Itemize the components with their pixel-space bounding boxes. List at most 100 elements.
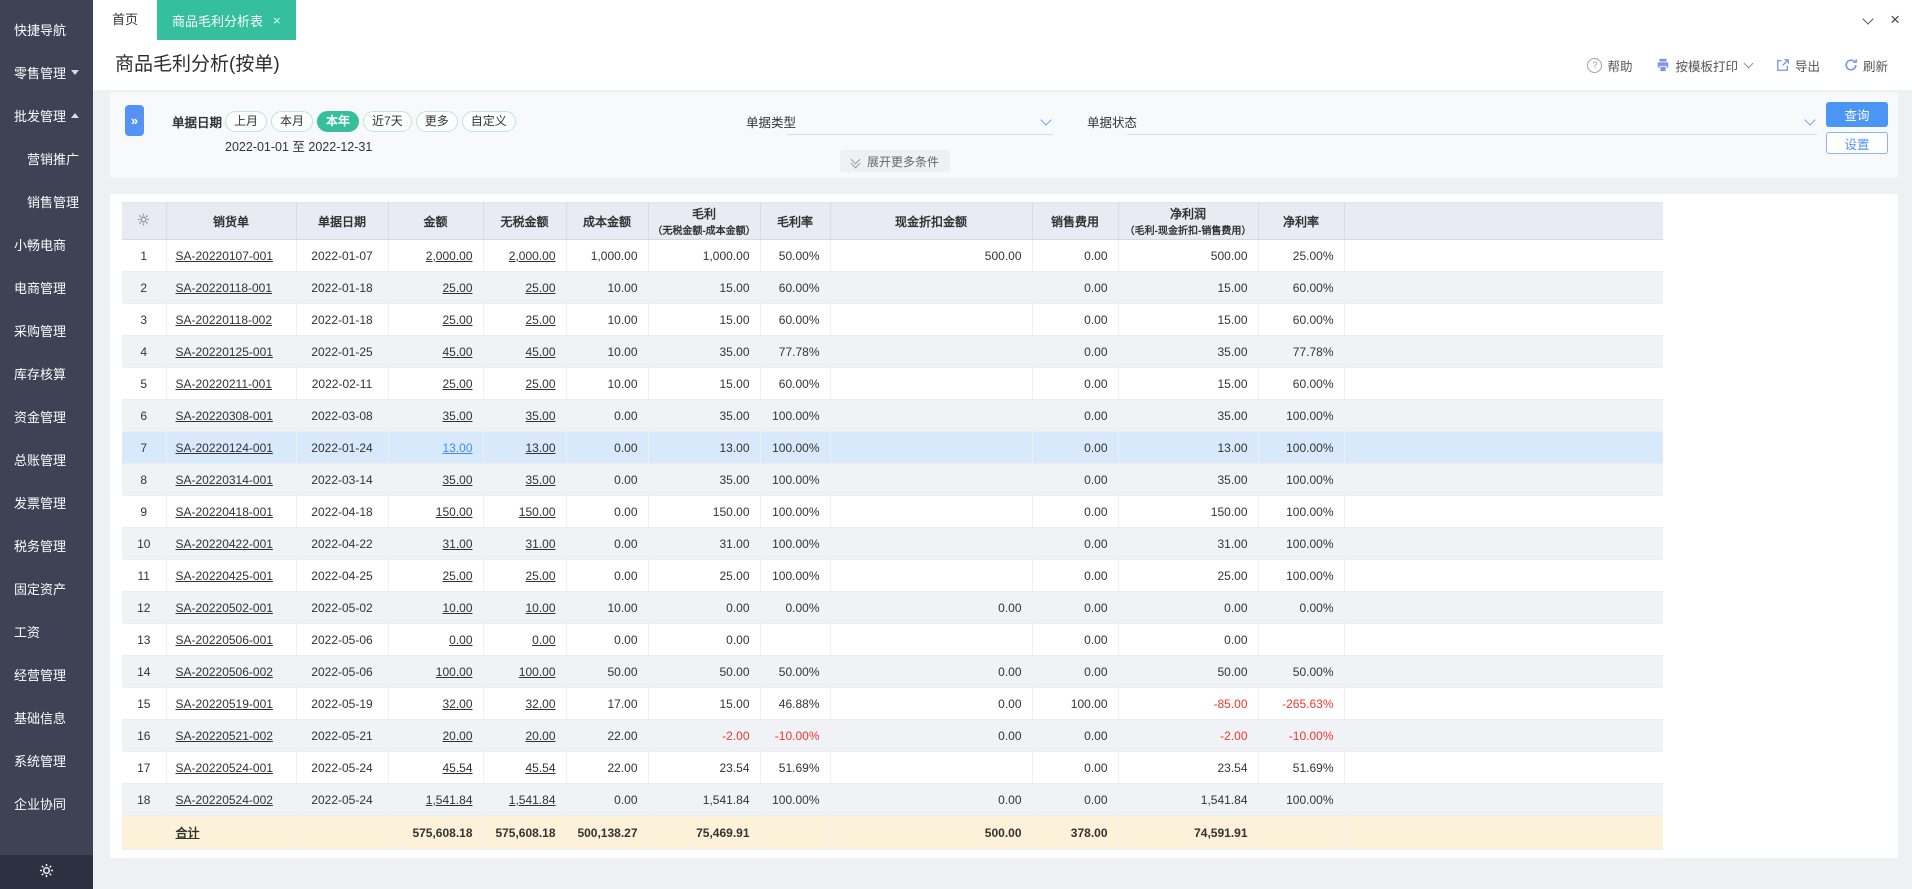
sidebar-item[interactable]: 批发管理 (0, 94, 93, 137)
gear-icon[interactable] (137, 213, 150, 229)
amount-link[interactable]: 31.00 (442, 536, 473, 551)
amount-link[interactable]: 45.54 (525, 760, 556, 775)
sales-order-link[interactable]: SA-20220506-002 (175, 664, 273, 679)
amount-link[interactable]: 100.00 (518, 664, 556, 679)
date-range-value[interactable]: 2022-01-01 至 2022-12-31 (225, 140, 373, 154)
sidebar-item[interactable]: 固定资产 (0, 567, 93, 610)
sidebar-item[interactable]: 工资 (0, 610, 93, 653)
sales-order-link[interactable]: 合计 (175, 826, 200, 840)
amount-link[interactable]: 20.00 (525, 728, 556, 743)
sidebar-item[interactable]: 资金管理 (0, 395, 93, 438)
sales-order-link[interactable]: SA-20220519-001 (175, 696, 273, 711)
table-row[interactable]: 15 SA-20220519-001 2022-05-19 32.00 32.00 17.… (122, 687, 1663, 720)
amount-link[interactable]: 0.00 (532, 632, 556, 647)
amount-link[interactable]: 13.00 (525, 440, 556, 455)
table-row[interactable]: 13 SA-20220506-001 2022-05-06 0.00 0.00 0.00 0… (122, 623, 1663, 656)
table-row[interactable]: 1 SA-20220107-001 2022-01-07 2,000.00 2,000.… (122, 239, 1663, 272)
amount-link[interactable]: 2,000.00 (425, 248, 473, 263)
amount-link[interactable]: 1,541.84 (508, 792, 556, 807)
table-row[interactable]: 16 SA-20220521-002 2022-05-21 20.00 20.00 22.… (122, 719, 1663, 752)
amount-link[interactable]: 25.00 (525, 376, 556, 391)
amount-link[interactable]: 35.00 (442, 408, 473, 423)
sales-order-link[interactable]: SA-20220425-001 (175, 568, 273, 583)
sidebar-item[interactable]: 零售管理 (0, 51, 93, 94)
table-row[interactable]: 4 SA-20220125-001 2022-01-25 45.00 45.00 10.0… (122, 335, 1663, 368)
date-range-option[interactable]: 近7天 (363, 111, 412, 132)
amount-link[interactable]: 1,541.84 (425, 792, 473, 807)
sales-order-link[interactable]: SA-20220124-001 (175, 440, 273, 455)
amount-link[interactable]: 45.54 (442, 760, 473, 775)
sidebar-item[interactable]: 基础信息 (0, 696, 93, 739)
expand-more-conditions[interactable]: 展开更多条件 (840, 150, 951, 172)
tab-close-icon[interactable]: × (273, 12, 281, 28)
table-row[interactable]: 2 SA-20220118-001 2022-01-18 25.00 25.00 10.0… (122, 271, 1663, 304)
table-row[interactable]: 18 SA-20220524-002 2022-05-24 1,541.84 1,541… (122, 783, 1663, 816)
sidebar-item[interactable]: 采购管理 (0, 309, 93, 352)
amount-link[interactable]: 25.00 (442, 312, 473, 327)
sidebar-item[interactable]: 小畅电商 (0, 223, 93, 266)
chevron-down-icon[interactable] (1862, 12, 1874, 25)
amount-link[interactable]: 25.00 (525, 312, 556, 327)
date-range-option[interactable]: 更多 (415, 111, 458, 132)
sales-order-link[interactable]: SA-20220118-001 (175, 280, 273, 295)
sales-order-link[interactable]: SA-20220211-001 (175, 376, 273, 391)
sales-order-link[interactable]: SA-20220107-001 (175, 248, 273, 263)
sidebar-item[interactable]: 销售管理 (0, 180, 93, 223)
amount-link[interactable]: 35.00 (525, 472, 556, 487)
amount-link[interactable]: 100.00 (435, 664, 473, 679)
close-icon[interactable]: × (1890, 10, 1900, 29)
amount-link[interactable]: 13.00 (442, 440, 473, 455)
refresh-button[interactable]: 刷新 (1844, 56, 1888, 75)
table-row[interactable]: 7 SA-20220124-001 2022-01-24 13.00 13.00 0.00… (122, 431, 1663, 464)
doc-type-select[interactable] (787, 108, 1053, 135)
sales-order-link[interactable]: SA-20220524-002 (175, 792, 273, 807)
tab-gross-profit-analysis[interactable]: 商品毛利分析表 × (157, 0, 296, 40)
amount-link[interactable]: 25.00 (442, 280, 473, 295)
table-row[interactable]: 14 SA-20220506-002 2022-05-06 100.00 100.00 5… (122, 655, 1663, 688)
sidebar-item[interactable]: 税务管理 (0, 524, 93, 567)
sidebar-item[interactable]: 系统管理 (0, 739, 93, 782)
sales-order-link[interactable]: SA-20220506-001 (175, 632, 273, 647)
doc-status-select[interactable] (1127, 108, 1817, 135)
sales-order-link[interactable]: SA-20220125-001 (175, 344, 273, 359)
sales-order-link[interactable]: SA-20220118-002 (175, 312, 273, 327)
amount-link[interactable]: 150.00 (435, 504, 473, 519)
sidebar-item[interactable]: 库存核算 (0, 352, 93, 395)
sidebar-item[interactable]: 企业协同 (0, 782, 93, 825)
sales-order-link[interactable]: SA-20220422-001 (175, 536, 273, 551)
sidebar-item[interactable]: 电商管理 (0, 266, 93, 309)
date-range-option[interactable]: 本月 (271, 111, 314, 132)
date-range-option[interactable]: 本年 (317, 111, 360, 132)
sales-order-link[interactable]: SA-20220524-001 (175, 760, 273, 775)
amount-link[interactable]: 0.00 (449, 632, 473, 647)
sales-order-link[interactable]: SA-20220314-001 (175, 472, 273, 487)
sales-order-link[interactable]: SA-20220418-001 (175, 504, 273, 519)
sidebar-settings-button[interactable] (0, 855, 93, 889)
amount-link[interactable]: 45.00 (525, 344, 556, 359)
query-button[interactable]: 查询 (1826, 102, 1888, 127)
amount-link[interactable]: 25.00 (525, 280, 556, 295)
print-by-template-button[interactable]: 按模板打印 (1656, 56, 1754, 75)
date-range-option[interactable]: 自定义 (461, 111, 516, 132)
tab-home[interactable]: 首页 (112, 12, 139, 27)
amount-link[interactable]: 10.00 (442, 600, 473, 615)
table-row[interactable]: 10 SA-20220422-001 2022-04-22 31.00 31.00 0.0… (122, 527, 1663, 560)
sidebar-item[interactable]: 快捷导航 (0, 8, 93, 51)
help-button[interactable]: 帮助 (1587, 56, 1632, 75)
settings-button[interactable]: 设置 (1826, 132, 1888, 154)
sidebar-item[interactable]: 总账管理 (0, 438, 93, 481)
table-row[interactable]: 9 SA-20220418-001 2022-04-18 150.00 150.00 0.… (122, 495, 1663, 528)
table-row[interactable]: 12 SA-20220502-001 2022-05-02 10.00 10.00 10.… (122, 591, 1663, 624)
amount-link[interactable]: 25.00 (442, 376, 473, 391)
sales-order-link[interactable]: SA-20220502-001 (175, 600, 273, 615)
table-row[interactable]: 5 SA-20220211-001 2022-02-11 25.00 25.00 10.0… (122, 367, 1663, 400)
amount-link[interactable]: 150.00 (518, 504, 556, 519)
amount-link[interactable]: 31.00 (525, 536, 556, 551)
table-row[interactable]: 8 SA-20220314-001 2022-03-14 35.00 35.00 0.00… (122, 463, 1663, 496)
amount-link[interactable]: 25.00 (442, 568, 473, 583)
expand-sidebar-icon[interactable]: » (125, 105, 144, 136)
amount-link[interactable]: 2,000.00 (508, 248, 556, 263)
date-range-option[interactable]: 上月 (225, 111, 268, 132)
sales-order-link[interactable]: SA-20220521-002 (175, 728, 273, 743)
amount-link[interactable]: 10.00 (525, 600, 556, 615)
